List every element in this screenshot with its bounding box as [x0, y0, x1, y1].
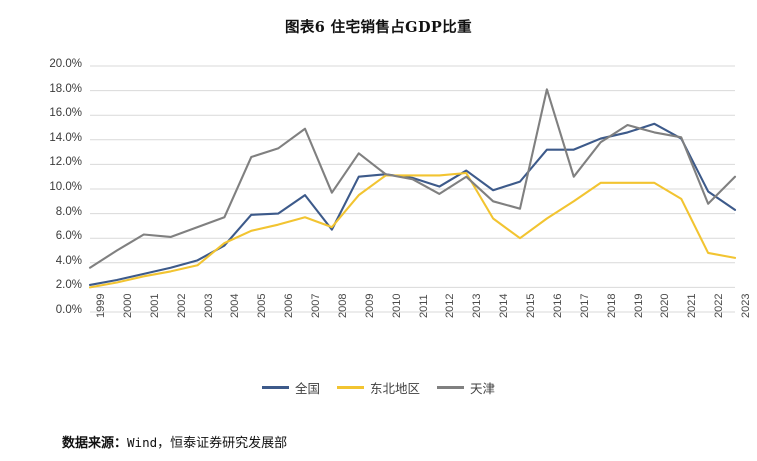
legend-item-2[interactable]: 东北地区 [336, 378, 420, 397]
legend-color-swatch [336, 386, 364, 389]
x-axis-tick-label: 2010 [390, 293, 403, 318]
x-axis-tick-label: 2009 [363, 293, 376, 318]
y-axis-tick-label: 14.0% [49, 131, 82, 144]
line-chart-svg [88, 65, 737, 313]
x-axis-tick-label: 2008 [336, 293, 349, 318]
x-axis-tick-label: 2015 [525, 293, 537, 318]
y-axis-tick-label: 12.0% [49, 156, 82, 169]
x-axis-tick-label: 2016 [551, 293, 564, 318]
y-axis-tick-label: 0.0% [55, 304, 82, 316]
series-line-3 [88, 88, 737, 269]
legend-label: 天津 [470, 381, 496, 396]
x-axis-tick-label: 2003 [202, 293, 215, 318]
x-axis-tick-label: 2022 [713, 293, 726, 318]
x-axis-tick-label: 2018 [605, 293, 618, 318]
legend-label: 东北地区 [369, 381, 420, 396]
x-axis-tick-label: 2006 [283, 293, 296, 318]
page-title: 图表6 住宅销售占GDP比重 [284, 19, 473, 36]
source-note: 数据来源：Wind，恒泰证券研究发展部 [62, 432, 287, 451]
y-axis-tick-label: 4.0% [55, 254, 82, 267]
y-axis-tick-label: 10.0% [49, 181, 82, 193]
x-axis-tick-label: 2011 [417, 294, 430, 318]
x-axis-tick-label: 2023 [740, 293, 752, 318]
x-axis-tick-label: 2000 [121, 293, 134, 318]
y-axis-tick-label: 20.0% [49, 58, 82, 70]
legend-item-1[interactable]: 全国 [261, 378, 320, 397]
legend-color-swatch [261, 386, 289, 389]
x-axis-tick-label: 2021 [686, 293, 699, 318]
series-lines [88, 88, 737, 289]
legend-label: 全国 [294, 381, 320, 396]
source-label: 数据来源： [62, 436, 128, 451]
source-mono: Wind [127, 435, 158, 450]
x-axis-tick-label: 2019 [632, 293, 645, 318]
y-axis-tick-label: 18.0% [49, 82, 82, 95]
x-axis-tick-label: 2001 [148, 293, 161, 318]
x-axis-tick-label: 2012 [444, 293, 457, 318]
gridlines [90, 65, 735, 313]
x-axis-ticks: 1999 2000 2001 2002 2003 2004 2005 2006 2007 2008… [0, 294, 757, 376]
x-axis-tick-label: 2013 [471, 293, 484, 318]
x-axis-tick-label: 2004 [229, 293, 242, 318]
x-axis-tick-label: 2020 [659, 293, 672, 318]
y-axis-tick-label: 16.0% [49, 107, 82, 120]
legend-color-swatch [437, 386, 464, 389]
x-axis-tick-label: 2007 [310, 293, 322, 318]
source-rest: ，恒泰证券研究发展部 [157, 436, 288, 451]
series-line-1 [88, 122, 737, 286]
legend-item-3[interactable]: 天津 [437, 378, 495, 397]
x-axis-tick-label: 1999 [95, 293, 107, 318]
x-axis-tick-label: 2017 [578, 293, 591, 318]
chart-legend: 全国 东北地区 天津 [0, 378, 757, 397]
series-line-2 [88, 171, 737, 289]
x-axis-tick-label: 2002 [175, 293, 188, 318]
y-axis-tick-label: 6.0% [55, 230, 82, 243]
y-axis-tick-label: 2.0% [55, 279, 82, 292]
x-axis-tick-label: 2005 [256, 293, 269, 318]
x-axis-tick-label: 2014 [498, 293, 511, 318]
y-axis-tick-label: 8.0% [55, 205, 82, 218]
plot-area: 0.0% 2.0% 4.0% 6.0% 8.0% 10.0% 12.0% 14.0% 16.0%… [0, 50, 757, 325]
